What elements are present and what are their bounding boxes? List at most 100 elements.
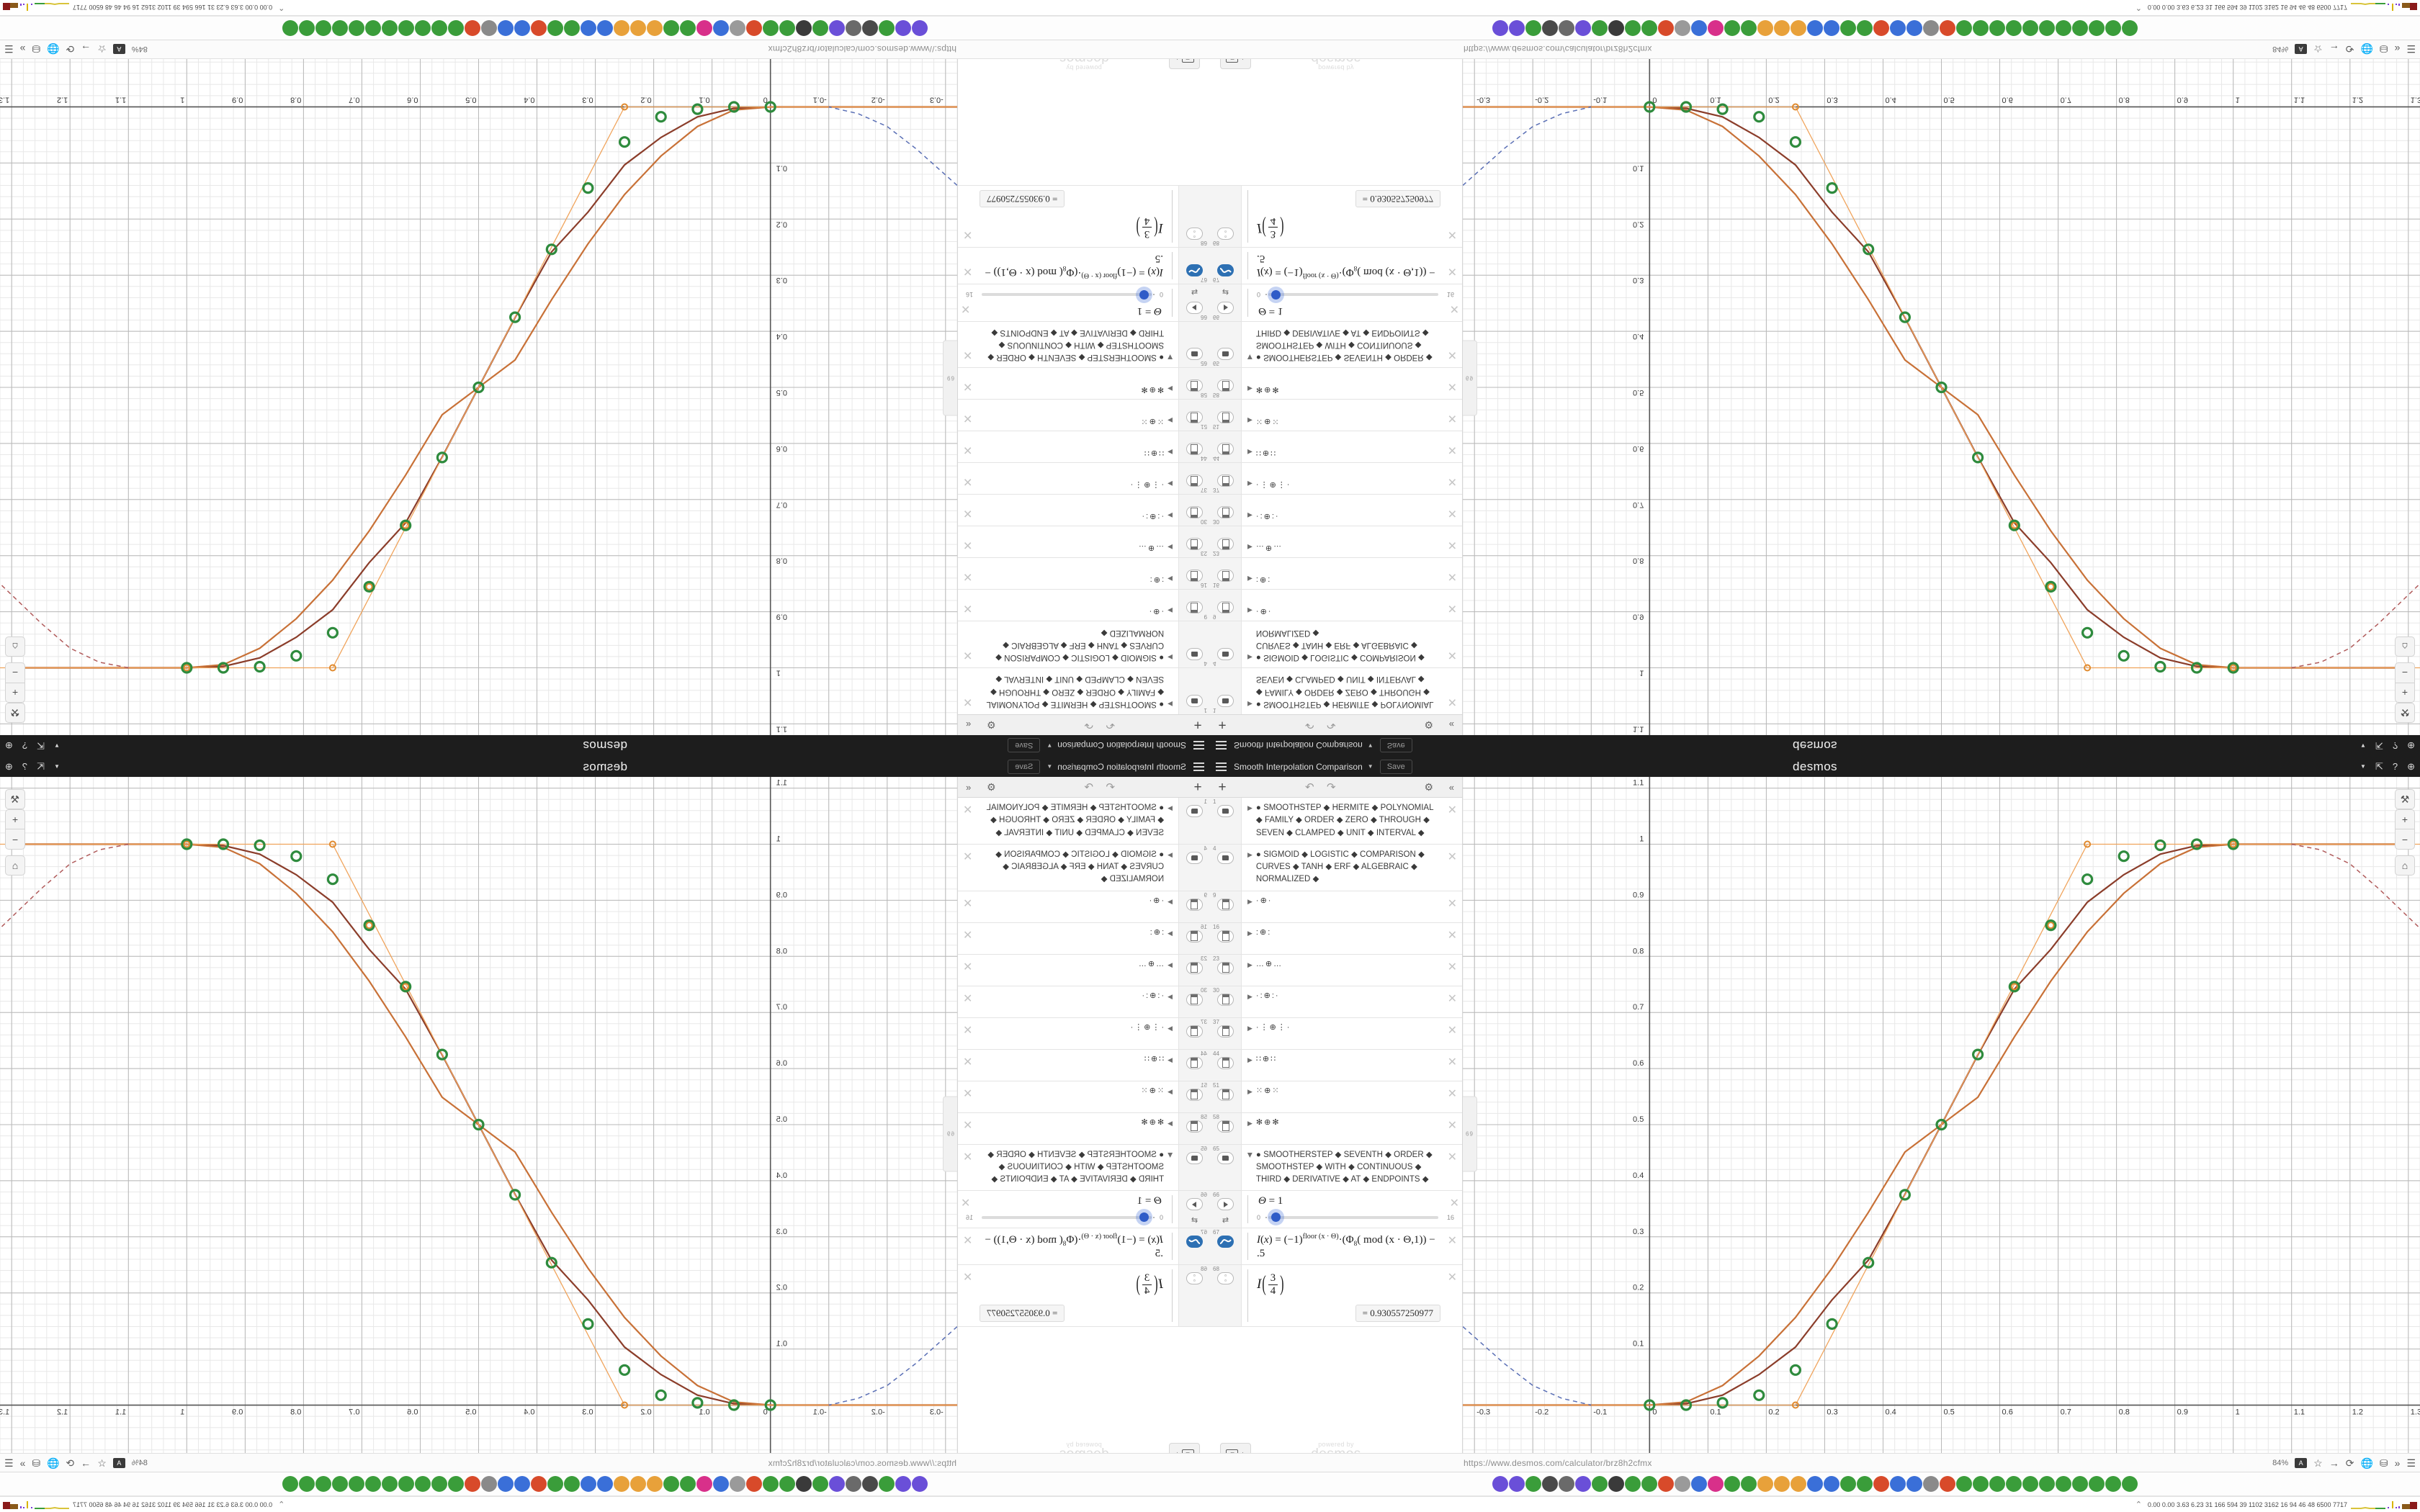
browser-url-bar[interactable]: https://www.desmos.com/calculator/brz8h2… — [1210, 1453, 2420, 1472]
slider-knob[interactable] — [1139, 1212, 1149, 1223]
chevron-right-icon[interactable]: ▶ — [1247, 385, 1252, 393]
chevron-right-icon[interactable]: ▶ — [1168, 654, 1173, 662]
chevron-up-icon[interactable]: ⌃ — [278, 3, 285, 12]
globe-icon[interactable]: 🌐 — [47, 1457, 60, 1469]
browser-tab[interactable] — [415, 1476, 431, 1492]
browser-tab[interactable] — [2072, 20, 2088, 36]
panel-resize-handle[interactable]: 69 — [943, 1096, 957, 1172]
browser-tab[interactable] — [282, 20, 298, 36]
browser-tab[interactable] — [1509, 1476, 1525, 1492]
browser-tab[interactable] — [846, 20, 861, 36]
function-formula[interactable]: I(x) = (−1)floor (x · Θ)·(Φ8( mod (x · Θ… — [1257, 252, 1435, 279]
browser-tab[interactable] — [547, 20, 563, 36]
evaluation-expression[interactable]: I(3 4) — [1136, 215, 1163, 240]
expression-row[interactable]: 37 ▶ ·⋮⊕⋮· ✕ — [1210, 1017, 1462, 1050]
zoom-level-label[interactable]: 84% — [2272, 45, 2289, 54]
expression-row[interactable]: 65 ▶ ● SMOOTHERSTEP ◆ SEVENTH ◆ ORDER ◆ SM… — [958, 1144, 1210, 1192]
slider-rail[interactable] — [982, 293, 1152, 297]
browser-tab[interactable] — [514, 1476, 530, 1492]
chevron-right-icon[interactable]: ▶ — [1168, 512, 1173, 520]
save-button[interactable]: Save — [1008, 759, 1041, 774]
browser-tab[interactable] — [1774, 20, 1790, 36]
browser-tab[interactable] — [1824, 1476, 1839, 1492]
browser-tab[interactable] — [1608, 20, 1624, 36]
browser-tab[interactable] — [730, 1476, 745, 1492]
expression-body[interactable]: ▶ ● SMOOTHERSTEP ◆ SEVENTH ◆ ORDER ◆ SMOO… — [958, 1145, 1178, 1191]
delete-expression-icon[interactable]: ✕ — [963, 649, 973, 662]
table-icon[interactable] — [1217, 1025, 1234, 1038]
browser-tab[interactable] — [614, 1476, 629, 1492]
expression-body[interactable]: ▶:⊕: ✕ — [958, 923, 1178, 954]
chevron-right-icon[interactable]: ▶ — [1168, 929, 1173, 937]
folder-icon[interactable] — [1186, 695, 1203, 707]
browser-tab[interactable] — [581, 20, 596, 36]
undo-icon[interactable]: ↶ — [1305, 781, 1314, 793]
menu-icon[interactable]: ☰ — [4, 1457, 14, 1469]
browser-tab[interactable] — [2105, 1476, 2121, 1492]
expression-list[interactable]: 1 ▶ ● SMOOTHSTEP ◆ HERMITE ◆ POLYNOMIAL ◆ … — [958, 84, 1210, 714]
browser-tab[interactable] — [1525, 1476, 1541, 1492]
delete-expression-icon[interactable]: ✕ — [963, 412, 973, 425]
browser-tab-strip[interactable] — [1210, 16, 2420, 40]
slider-direction-icon[interactable]: ⇄ — [1222, 1216, 1229, 1225]
browser-tab[interactable] — [1857, 20, 1873, 36]
zoom-level-label[interactable]: 84% — [131, 1458, 148, 1467]
browser-tab[interactable] — [299, 20, 315, 36]
chevron-right-icon[interactable]: ▶ — [1247, 929, 1252, 937]
browser-tab[interactable] — [1840, 20, 1856, 36]
chevron-up-icon[interactable]: ⌃ — [278, 1500, 285, 1509]
expression-body[interactable]: ▶ ·⋮⊕⋮· ✕ — [1242, 464, 1462, 495]
expression-body[interactable]: ▶ ·:⊕:· ✕ — [1242, 986, 1462, 1017]
table-icon[interactable] — [1217, 506, 1234, 519]
browser-tab[interactable] — [829, 1476, 845, 1492]
expression-row[interactable]: 16 ▶:⊕: ✕ — [958, 557, 1210, 590]
chevron-right-icon[interactable]: ▶ — [1247, 575, 1252, 583]
expression-row[interactable]: 16 ▶:⊕: ✕ — [1210, 557, 1462, 590]
function-formula[interactable]: I(x) = (−1)floor (x · Θ)·(Φ8( mod (x · Θ… — [985, 1233, 1163, 1260]
expression-body[interactable]: ▶ ·⋮⊕⋮· ✕ — [1242, 1018, 1462, 1049]
table-icon[interactable] — [1217, 601, 1234, 614]
evaluation-expression[interactable]: I(3 4) — [1136, 1272, 1163, 1297]
expression-body[interactable]: ▶ ● SMOOTHSTEP ◆ HERMITE ◆ POLYNOMIAL ◆ F… — [1242, 798, 1462, 844]
expression-body[interactable]: ▶ ● SIGMOID ◆ LOGISTIC ◆ COMPARISON ◆ CUR… — [958, 622, 1178, 668]
expression-row[interactable]: 65 ▶ ● SMOOTHERSTEP ◆ SEVENTH ◆ ORDER ◆ SM… — [1210, 320, 1462, 368]
expression-body[interactable]: ▶ ∷⊕∷ ✕ — [958, 1050, 1178, 1081]
chevron-right-icon[interactable]: ▶ — [1247, 804, 1252, 811]
browser-tab[interactable] — [465, 20, 480, 36]
expression-body[interactable]: ▶ ● SMOOTHSTEP ◆ HERMITE ◆ POLYNOMIAL ◆ F… — [958, 668, 1178, 714]
browser-tab[interactable] — [1592, 1476, 1608, 1492]
caret-down-icon[interactable]: ▼ — [1367, 742, 1373, 749]
help-icon[interactable]: ? — [2392, 740, 2398, 751]
caret-down-icon-right[interactable]: ▼ — [2360, 763, 2366, 770]
browser-tab[interactable] — [315, 1476, 331, 1492]
browser-tab[interactable] — [763, 20, 779, 36]
chevron-right-icon[interactable]: ▶ — [1247, 449, 1252, 456]
folder-icon[interactable] — [1186, 648, 1203, 661]
caret-down-icon[interactable]: ▼ — [1047, 742, 1053, 749]
graph-title[interactable]: Smooth Interpolation Comparison — [1234, 740, 1363, 751]
expression-row[interactable]: 44 ▶ ∷⊕∷ ✕ — [1210, 431, 1462, 463]
url-text[interactable]: https://www.desmos.com/calculator/brz8h2… — [768, 44, 956, 55]
expression-body[interactable]: ▶ ∷⊕∷ ✕ — [958, 432, 1178, 463]
expression-row[interactable]: 44 ▶ ∷⊕∷ ✕ — [1210, 1049, 1462, 1081]
expression-body[interactable]: ▶ ✻⊕✻ ✕ — [1242, 369, 1462, 400]
expression-body[interactable]: ▶ …⊕… ✕ — [958, 527, 1178, 558]
folder-icon[interactable] — [1186, 1151, 1203, 1164]
browser-tab[interactable] — [1675, 20, 1690, 36]
browser-tab[interactable] — [431, 1476, 447, 1492]
evaluation-expression[interactable]: I(3 4) — [1257, 215, 1284, 240]
browser-tab[interactable] — [564, 20, 580, 36]
delete-expression-icon[interactable]: ✕ — [963, 960, 973, 973]
expression-row[interactable]: 4 ▶ ● SIGMOID ◆ LOGISTIC ◆ COMPARISON ◆ CU… — [1210, 844, 1462, 891]
redo-icon[interactable]: ↷ — [1327, 781, 1336, 793]
table-icon[interactable] — [1186, 474, 1203, 487]
table-icon[interactable] — [1217, 898, 1234, 911]
chevron-right-icon[interactable]: ▶ — [1168, 1119, 1173, 1127]
browser-url-bar[interactable]: https://www.desmos.com/calculator/brz8h2… — [0, 1453, 1210, 1472]
expression-body[interactable]: ▶ ● SIGMOID ◆ LOGISTIC ◆ COMPARISON ◆ CUR… — [1242, 845, 1462, 891]
expression-row[interactable]: 66 ⇄ Θ = 1 0 16 ✕ — [1210, 1191, 1462, 1229]
delete-expression-icon[interactable]: ✕ — [1447, 992, 1457, 1005]
expression-row[interactable]: 30 ▶ ·:⊕:· ✕ — [1210, 494, 1462, 526]
expression-row[interactable]: 67 I(x) = (−1)floor (x · Θ)·(Φ8( mod (x ·… — [1210, 246, 1462, 284]
save-button[interactable]: Save — [1008, 738, 1041, 753]
